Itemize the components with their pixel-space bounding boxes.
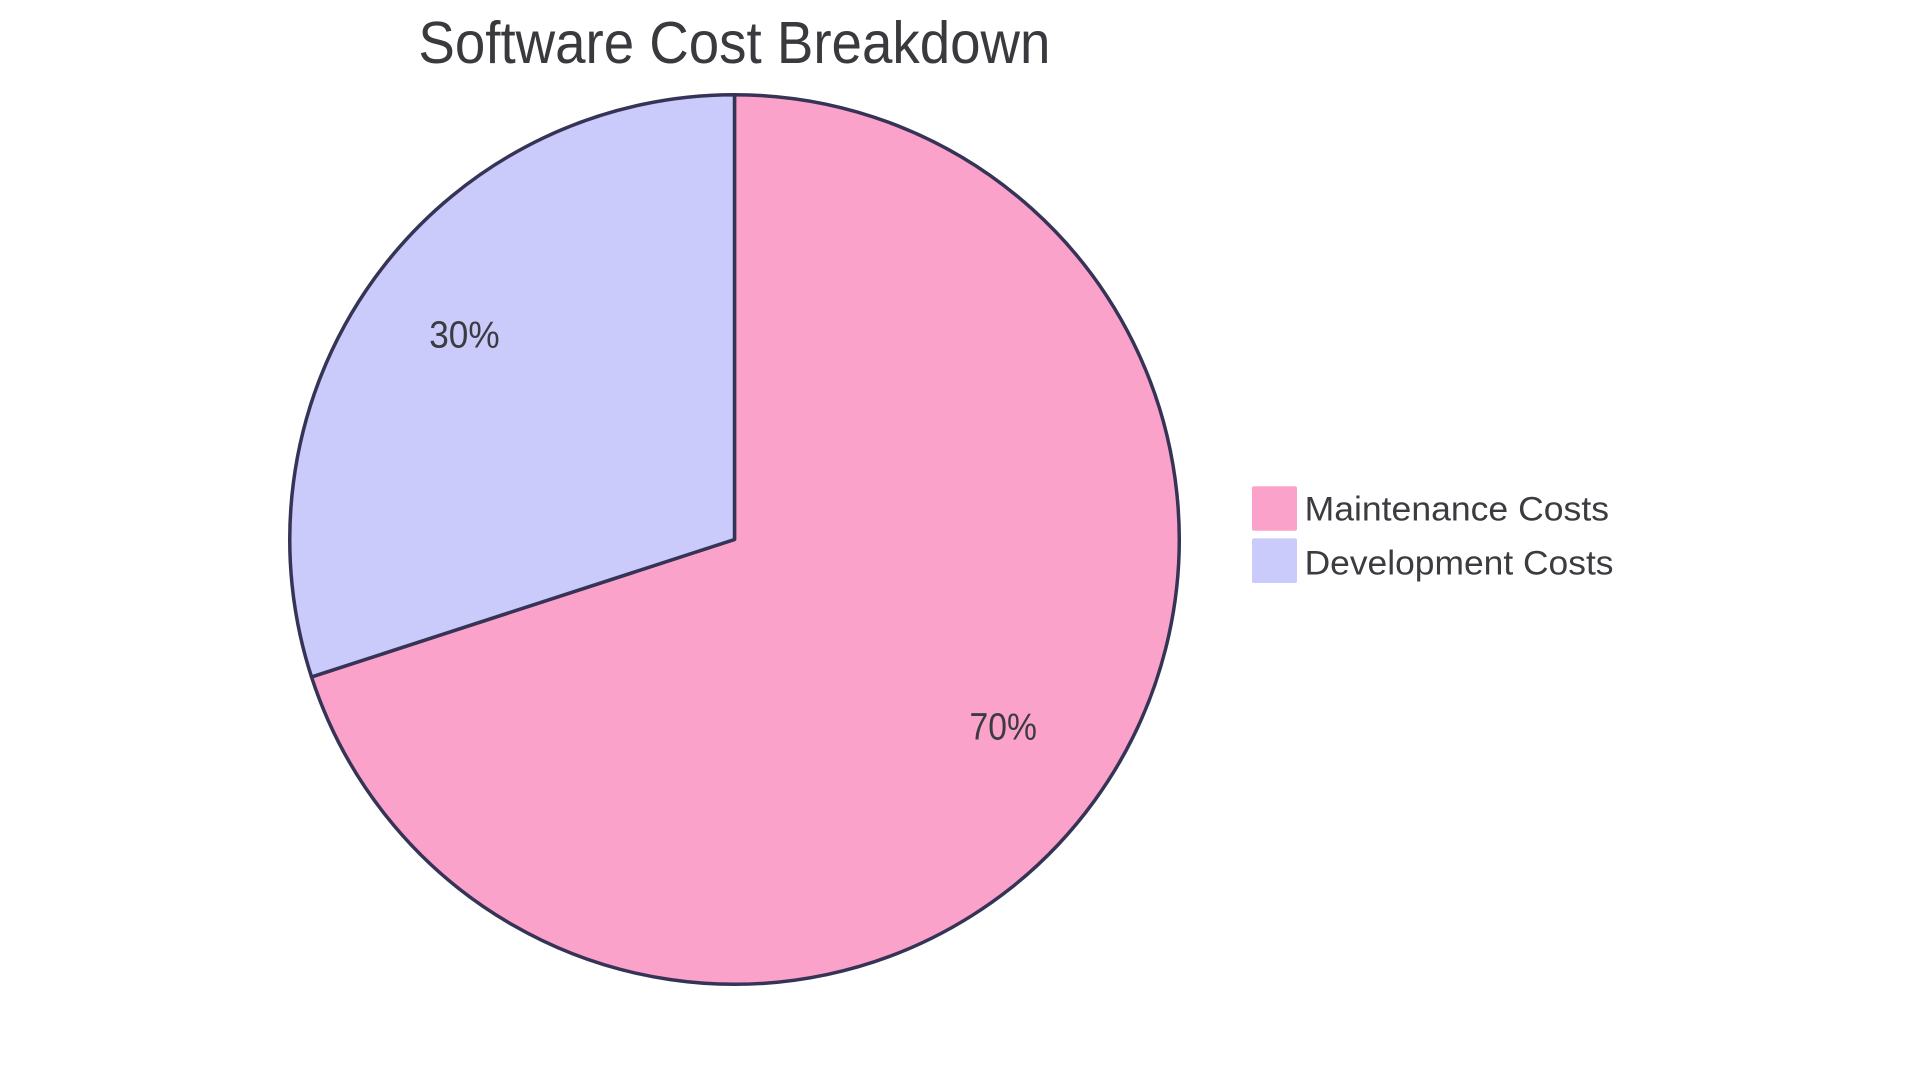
svg-text:Software Cost Breakdown: Software Cost Breakdown xyxy=(418,9,1050,76)
svg-text:30%: 30% xyxy=(429,313,499,356)
svg-text:70%: 70% xyxy=(970,705,1037,748)
svg-text:Development Costs: Development Costs xyxy=(1305,544,1614,582)
svg-text:Maintenance Costs: Maintenance Costs xyxy=(1305,490,1609,528)
